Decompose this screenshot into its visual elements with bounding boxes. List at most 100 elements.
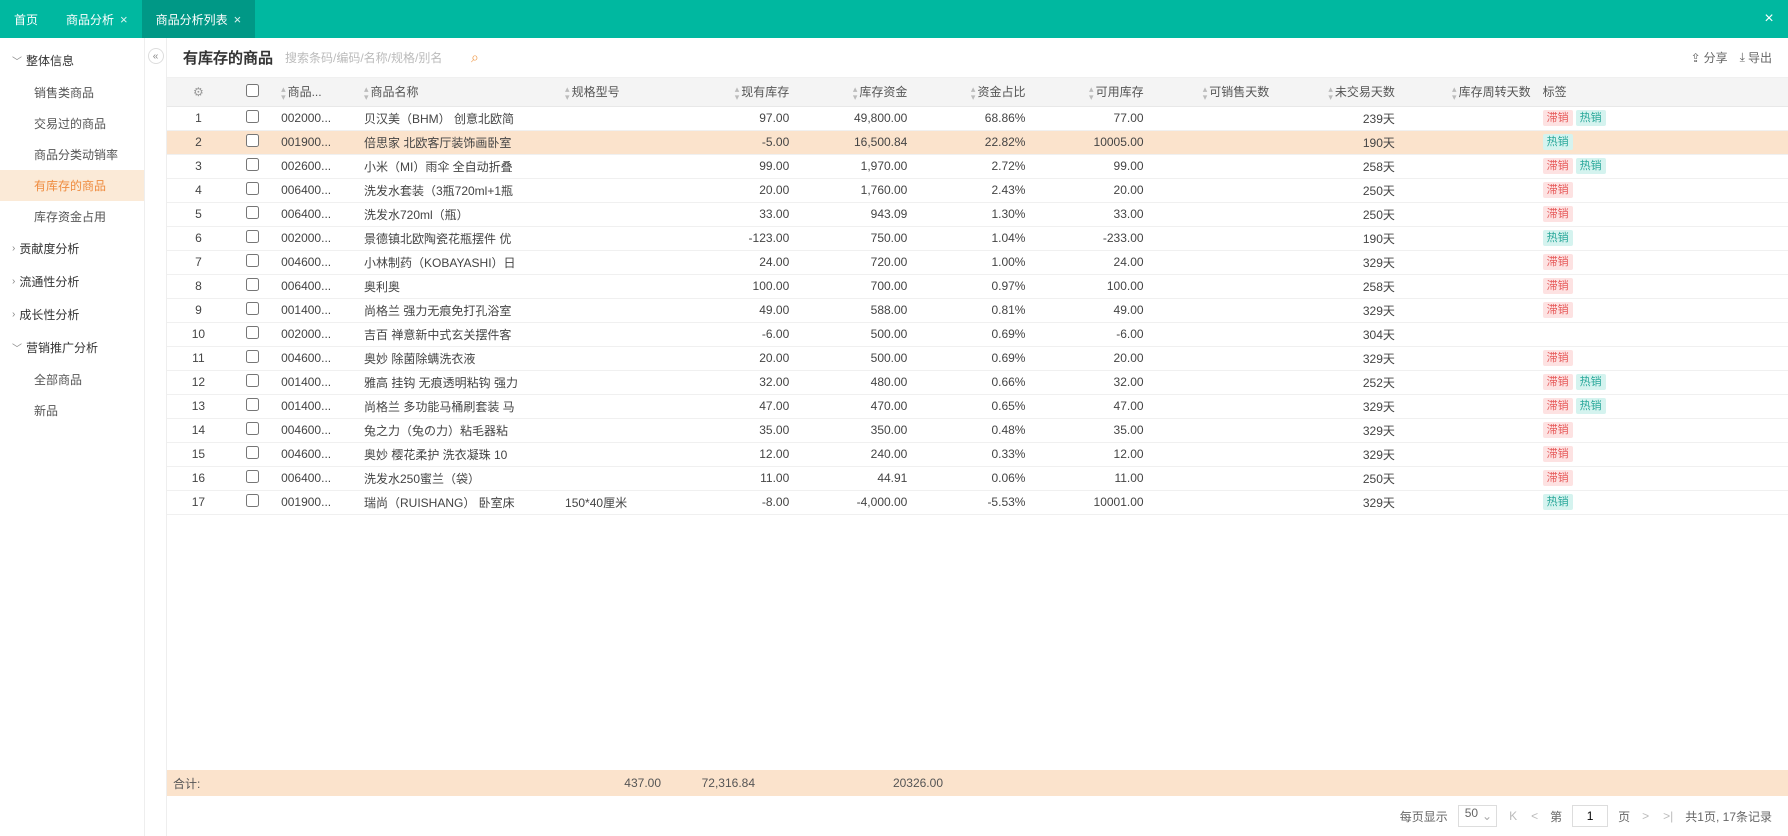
cell-tdays xyxy=(1401,418,1537,442)
pager-first-button[interactable]: K xyxy=(1507,809,1519,823)
table-row[interactable]: 15004600...奥妙 樱花柔护 洗衣凝珠 1012.00240.000.3… xyxy=(167,442,1788,466)
cell-tdays xyxy=(1401,298,1537,322)
table-row[interactable]: 17001900...瑞尚（RUISHANG） 卧室床150*40厘米-8.00… xyxy=(167,490,1788,514)
sidebar-group-3[interactable]: ›成长性分析 xyxy=(0,298,144,331)
pager-next-button[interactable]: > xyxy=(1640,809,1651,823)
tab-2[interactable]: 商品分析列表× xyxy=(142,0,256,38)
row-checkbox[interactable] xyxy=(246,422,259,435)
gear-icon[interactable]: ⚙ xyxy=(193,85,204,99)
col-header-pct[interactable]: ▴▾资金占比 xyxy=(913,78,1031,106)
collapse-sidebar-button[interactable]: « xyxy=(148,48,164,64)
pager-page-input[interactable] xyxy=(1572,805,1608,827)
cell-sdays xyxy=(1150,370,1276,394)
table-row[interactable]: 1002000...贝汉美（BHM） 创意北欧简97.0049,800.0068… xyxy=(167,106,1788,130)
cell-spec xyxy=(559,418,677,442)
table-row[interactable]: 13001400...尚格兰 多功能马桶刷套装 马47.00470.000.65… xyxy=(167,394,1788,418)
search-icon[interactable]: ⌕ xyxy=(471,49,479,66)
cell-avail: 11.00 xyxy=(1031,466,1149,490)
sidebar: ﹀整体信息销售类商品交易过的商品商品分类动销率有库存的商品库存资金占用›贡献度分… xyxy=(0,38,145,836)
col-header-name[interactable]: ▴▾商品名称 xyxy=(358,78,559,106)
row-checkbox[interactable] xyxy=(246,158,259,171)
export-button[interactable]: ⤓ 导出 xyxy=(1740,49,1772,66)
pager-last-button[interactable]: >| xyxy=(1661,809,1675,823)
select-all-checkbox[interactable] xyxy=(246,84,259,97)
col-header-avail[interactable]: ▴▾可用库存 xyxy=(1031,78,1149,106)
sort-icon: ▴▾ xyxy=(1089,85,1094,101)
row-checkbox[interactable] xyxy=(246,206,259,219)
tab-close-icon[interactable]: × xyxy=(120,12,128,27)
sidebar-item-0-3[interactable]: 有库存的商品 xyxy=(0,170,144,201)
cell-spec xyxy=(559,370,677,394)
row-checkbox[interactable] xyxy=(246,134,259,147)
col-header-stock[interactable]: ▴▾现有库存 xyxy=(677,78,795,106)
cell-pct: 0.81% xyxy=(913,298,1031,322)
per-page-select[interactable]: 50 ⌄ xyxy=(1458,805,1497,827)
row-checkbox[interactable] xyxy=(246,494,259,507)
row-checkbox[interactable] xyxy=(246,278,259,291)
chevron-right-icon: › xyxy=(12,276,15,287)
table-row[interactable]: 3002600...小米（MI）雨伞 全自动折叠99.001,970.002.7… xyxy=(167,154,1788,178)
sidebar-group-4[interactable]: ﹀营销推广分析 xyxy=(0,331,144,364)
share-button[interactable]: ⇪ 分享 xyxy=(1691,49,1728,66)
col-header-ndays[interactable]: ▴▾未交易天数 xyxy=(1275,78,1401,106)
col-header-code[interactable]: ▴▾商品... xyxy=(275,78,358,106)
cell-pct: 0.06% xyxy=(913,466,1031,490)
tab-0[interactable]: 首页 xyxy=(0,0,52,38)
row-checkbox[interactable] xyxy=(246,470,259,483)
cell-spec xyxy=(559,442,677,466)
tag-slow: 滞销 xyxy=(1543,182,1573,198)
export-icon: ⤓ xyxy=(1740,50,1745,65)
cell-sdays xyxy=(1150,322,1276,346)
row-checkbox[interactable] xyxy=(246,254,259,267)
cell-stock: 47.00 xyxy=(677,394,795,418)
row-checkbox[interactable] xyxy=(246,398,259,411)
tabs-close-all-button[interactable]: × xyxy=(1750,0,1788,38)
row-checkbox[interactable] xyxy=(246,326,259,339)
sidebar-item-0-1[interactable]: 交易过的商品 xyxy=(0,108,144,139)
table-row[interactable]: 4006400...洗发水套装（3瓶720ml+1瓶20.001,760.002… xyxy=(167,178,1788,202)
table-row[interactable]: 16006400...洗发水250蜜兰（袋）11.0044.910.06%11.… xyxy=(167,466,1788,490)
table-row[interactable]: 14004600...兔之力（兔の力）粘毛器粘35.00350.000.48%3… xyxy=(167,418,1788,442)
col-header-spec[interactable]: ▴▾规格型号 xyxy=(559,78,677,106)
row-checkbox[interactable] xyxy=(246,350,259,363)
col-header-fund[interactable]: ▴▾库存资金 xyxy=(795,78,913,106)
sidebar-group-0[interactable]: ﹀整体信息 xyxy=(0,44,144,77)
cell-tdays xyxy=(1401,346,1537,370)
pager-prev-button[interactable]: < xyxy=(1529,809,1540,823)
table-row[interactable]: 5006400...洗发水720ml（瓶）33.00943.091.30%33.… xyxy=(167,202,1788,226)
sort-icon: ▴▾ xyxy=(565,85,570,101)
col-header-tdays[interactable]: ▴▾库存周转天数 xyxy=(1401,78,1537,106)
cell-fund: 943.09 xyxy=(795,202,913,226)
tab-close-icon[interactable]: × xyxy=(234,12,242,27)
sidebar-item-0-0[interactable]: 销售类商品 xyxy=(0,77,144,108)
cell-avail: 77.00 xyxy=(1031,106,1149,130)
table-row[interactable]: 7004600...小林制药（KOBAYASHI）日24.00720.001.0… xyxy=(167,250,1788,274)
table-row[interactable]: 9001400...尚格兰 强力无痕免打孔浴室49.00588.000.81%4… xyxy=(167,298,1788,322)
col-header-sdays[interactable]: ▴▾可销售天数 xyxy=(1150,78,1276,106)
sidebar-group-2[interactable]: ›流通性分析 xyxy=(0,265,144,298)
cell-code: 001900... xyxy=(275,130,358,154)
row-checkbox[interactable] xyxy=(246,230,259,243)
sidebar-group-1[interactable]: ›贡献度分析 xyxy=(0,232,144,265)
row-checkbox[interactable] xyxy=(246,374,259,387)
cell-tdays xyxy=(1401,178,1537,202)
sidebar-item-0-4[interactable]: 库存资金占用 xyxy=(0,201,144,232)
search-input[interactable] xyxy=(285,51,465,65)
row-checkbox[interactable] xyxy=(246,446,259,459)
table-row[interactable]: 10002000...吉百 禅意新中式玄关摆件客-6.00500.000.69%… xyxy=(167,322,1788,346)
table-row[interactable]: 2001900...倍思家 北欧客厅装饰画卧室-5.0016,500.8422.… xyxy=(167,130,1788,154)
table-row[interactable]: 6002000...景德镇北欧陶瓷花瓶摆件 优-123.00750.001.04… xyxy=(167,226,1788,250)
table-scroll: ⚙▴▾商品...▴▾商品名称▴▾规格型号▴▾现有库存▴▾库存资金▴▾资金占比▴▾… xyxy=(167,78,1788,770)
sidebar-item-4-0[interactable]: 全部商品 xyxy=(0,364,144,395)
tab-1[interactable]: 商品分析× xyxy=(52,0,142,38)
cell-avail: 10005.00 xyxy=(1031,130,1149,154)
row-checkbox[interactable] xyxy=(246,110,259,123)
row-checkbox[interactable] xyxy=(246,182,259,195)
totals-row: 合计:437.0072,316.8420326.00 xyxy=(167,770,1788,796)
row-checkbox[interactable] xyxy=(246,302,259,315)
table-row[interactable]: 8006400...奥利奥100.00700.000.97%100.00258天… xyxy=(167,274,1788,298)
sidebar-item-4-1[interactable]: 新品 xyxy=(0,395,144,426)
sidebar-item-0-2[interactable]: 商品分类动销率 xyxy=(0,139,144,170)
table-row[interactable]: 12001400...雅高 挂钩 无痕透明粘钩 强力32.00480.000.6… xyxy=(167,370,1788,394)
table-row[interactable]: 11004600...奥妙 除菌除螨洗衣液20.00500.000.69%20.… xyxy=(167,346,1788,370)
